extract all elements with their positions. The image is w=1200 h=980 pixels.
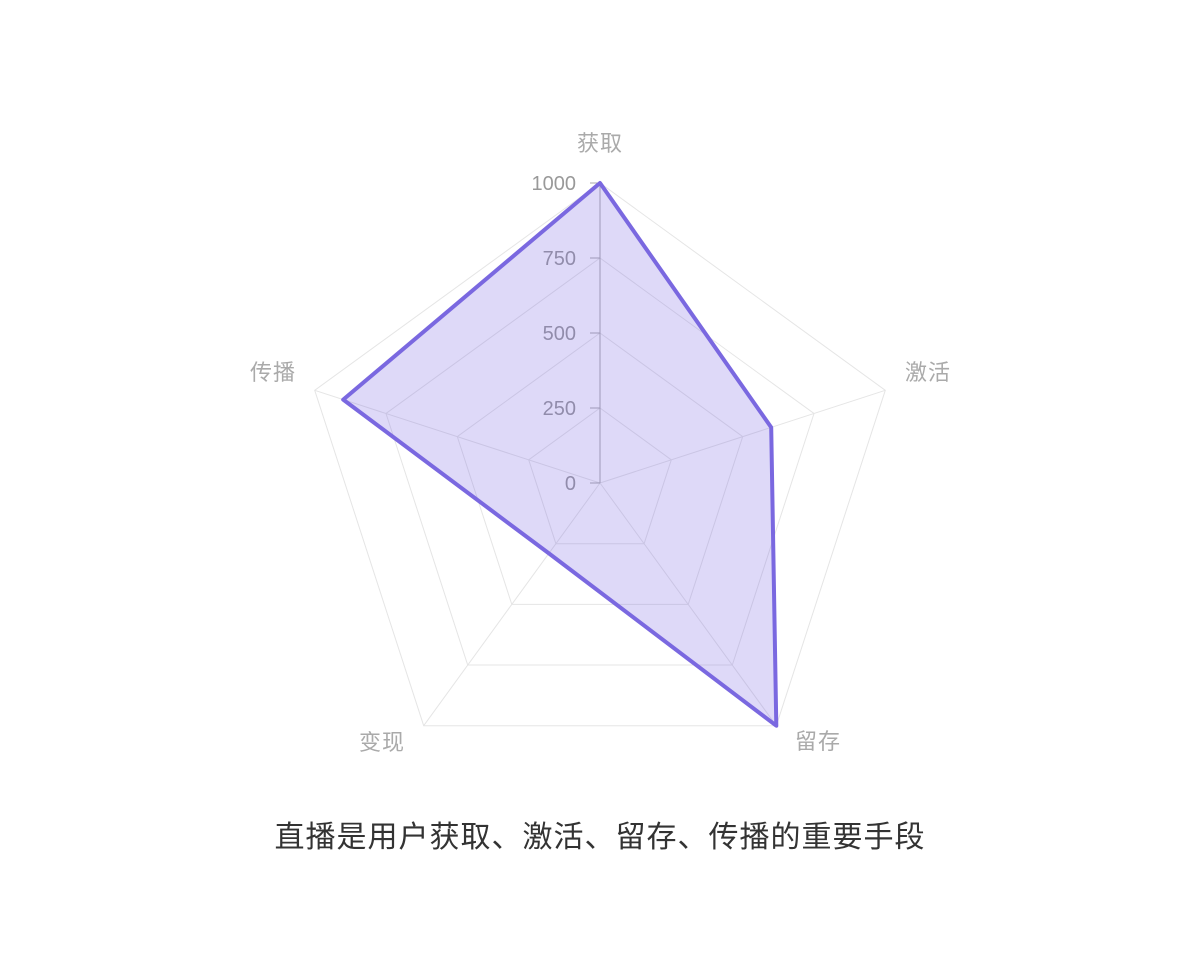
- radar-indicator-label: 变现: [359, 730, 405, 755]
- radar-tick-label: 250: [543, 398, 576, 420]
- radar-grid-ring: [528, 407, 672, 545]
- radar-spoke: [599, 482, 777, 726]
- radar-indicator-label: 传播: [250, 360, 296, 385]
- radar-tick-label: 500: [543, 323, 576, 345]
- radar-tick-label: 1000: [532, 173, 577, 195]
- radar-series-area: [343, 183, 777, 726]
- radar-indicator-label: 留存: [795, 729, 841, 754]
- chart-caption: 直播是用户获取、激活、留存、传播的重要手段: [274, 821, 926, 854]
- radar-series-outline: [341, 181, 779, 728]
- radar-indicator-label: 激活: [905, 360, 951, 385]
- radar-tick-label: 750: [543, 248, 576, 270]
- radar-spoke: [314, 389, 601, 484]
- radar-grid-ring: [314, 182, 886, 727]
- radar-indicator-label: 获取: [577, 131, 623, 156]
- radar-spoke: [599, 389, 886, 484]
- radar-grid-ring: [456, 332, 744, 605]
- radar-spoke: [423, 482, 601, 726]
- radar-grid-ring: [385, 257, 815, 666]
- radar-tick-label: 0: [565, 473, 576, 495]
